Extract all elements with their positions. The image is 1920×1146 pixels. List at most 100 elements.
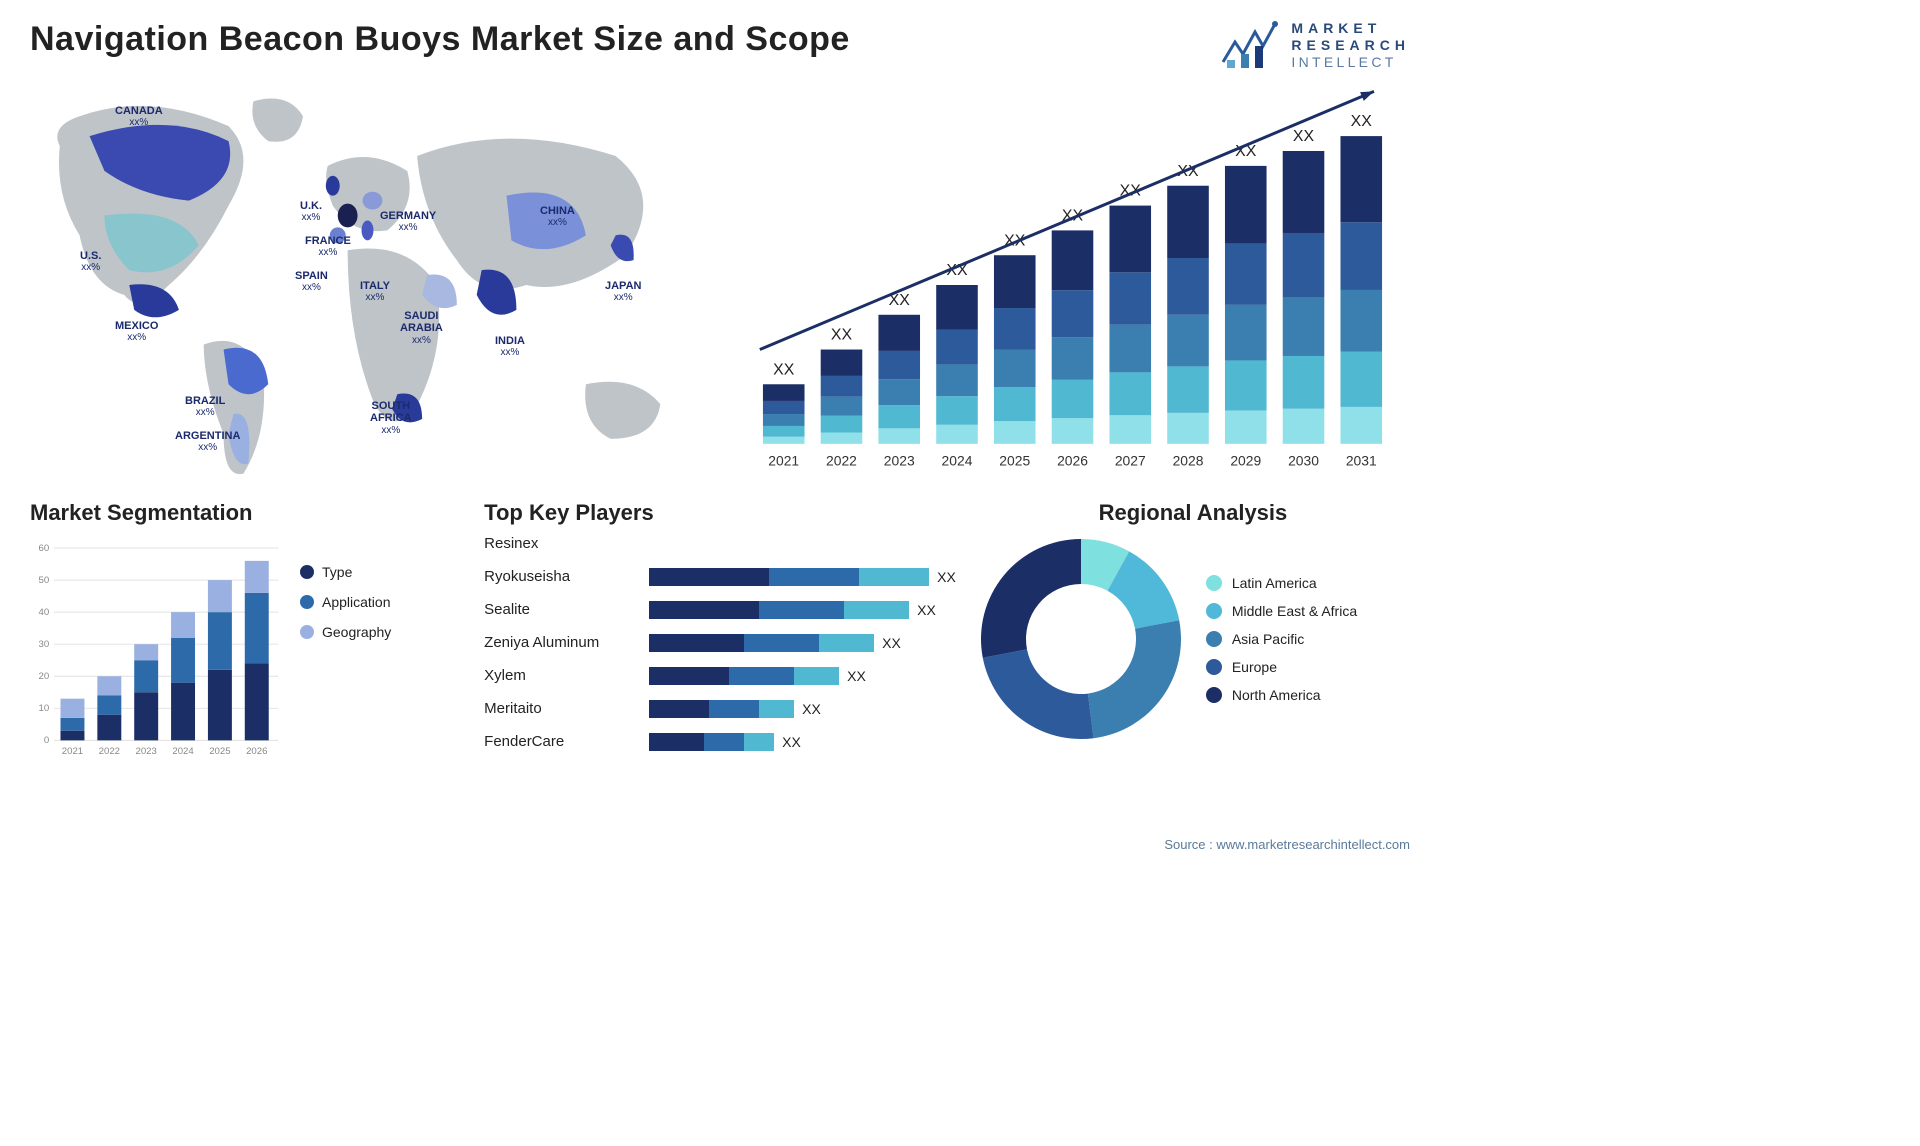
map-label-france: FRANCExx%: [305, 235, 351, 258]
player-label: Zeniya Aluminum: [484, 633, 634, 653]
player-bar: [649, 601, 909, 619]
header: Navigation Beacon Buoys Market Size and …: [30, 20, 1410, 70]
seg-x-tick: 2022: [99, 746, 120, 757]
regional-panel: Regional Analysis Latin America Middle Ea…: [976, 500, 1410, 790]
player-bar: [649, 634, 874, 652]
main-bar-seg: [1283, 298, 1325, 357]
logo-line-2: RESEARCH: [1291, 37, 1410, 54]
player-value-label: XX: [847, 668, 866, 684]
main-bar-seg: [1167, 186, 1209, 258]
legend-dot-icon: [1206, 603, 1222, 619]
main-bar-seg: [878, 315, 920, 351]
main-bar-year-tick: 2027: [1115, 453, 1146, 469]
main-bar-seg: [1167, 413, 1209, 444]
main-bar-seg: [1340, 290, 1382, 352]
segmentation-legend: TypeApplicationGeography: [300, 564, 391, 764]
main-bar-seg: [994, 388, 1036, 422]
legend-dot-icon: [300, 625, 314, 639]
seg-bar-segment: [171, 683, 195, 741]
seg-bar-segment: [245, 561, 269, 593]
main-bar-seg: [1225, 244, 1267, 305]
key-players-bars: XXXXXXXXXXXX: [649, 534, 956, 752]
player-bar-segment: [769, 568, 859, 586]
map-label-japan: JAPANxx%: [605, 280, 641, 303]
legend-dot-icon: [1206, 659, 1222, 675]
player-bar-segment: [729, 667, 794, 685]
legend-label: Latin America: [1232, 575, 1317, 591]
regional-legend: Latin America Middle East & Africa Asia Pa…: [1206, 575, 1357, 703]
player-bar-row: XX: [649, 600, 956, 620]
main-bar-value-label: XX: [773, 362, 795, 379]
logo-line-3: INTELLECT: [1291, 54, 1410, 71]
main-bar-year-tick: 2022: [826, 453, 857, 469]
seg-bar-segment: [60, 731, 84, 741]
map-label-india: INDIAxx%: [495, 335, 525, 358]
main-bar-seg: [1167, 367, 1209, 413]
main-bar-seg: [1283, 233, 1325, 297]
main-bar-value-label: XX: [1351, 114, 1373, 131]
seg-bar-segment: [60, 718, 84, 731]
seg-bar-segment: [97, 696, 121, 715]
regional-legend-item: Latin America: [1206, 575, 1357, 591]
player-bar-segment: [649, 667, 729, 685]
regional-legend-item: North America: [1206, 687, 1357, 703]
player-value-label: XX: [917, 602, 936, 618]
seg-legend-item: Type: [300, 564, 391, 580]
main-bar-seg: [1283, 151, 1325, 233]
top-panels: CANADAxx%U.S.xx%MEXICOxx%BRAZILxx%ARGENT…: [30, 85, 1410, 485]
main-bar-seg: [994, 422, 1036, 445]
map-label-u.s.: U.S.xx%: [80, 250, 101, 273]
seg-bar-segment: [134, 645, 158, 661]
player-bar-segment: [704, 733, 744, 751]
map-label-mexico: MEXICOxx%: [115, 320, 158, 343]
player-bar-segment: [759, 700, 794, 718]
main-growth-chart: XX2021XX2022XX2023XX2024XX2025XX2026XX20…: [735, 85, 1410, 485]
player-bar-segment: [759, 601, 844, 619]
map-label-brazil: BRAZILxx%: [185, 395, 225, 418]
main-bar-seg: [1225, 361, 1267, 411]
legend-label: Geography: [322, 624, 391, 640]
player-bar-segment: [794, 667, 839, 685]
main-bar-year-tick: 2026: [1057, 453, 1088, 469]
map-label-canada: CANADAxx%: [115, 105, 163, 128]
main-bar-seg: [763, 437, 805, 444]
player-value-label: XX: [937, 569, 956, 585]
main-bar-seg: [763, 401, 805, 414]
main-bar-seg: [821, 416, 863, 433]
player-label: FenderCare: [484, 732, 634, 752]
main-bar-seg: [936, 285, 978, 329]
main-bar-year-tick: 2024: [942, 453, 973, 469]
main-bar-seg: [1340, 223, 1382, 291]
player-bar: [649, 568, 929, 586]
segmentation-chart: 0102030405060202120222023202420252026 Ty…: [30, 534, 464, 764]
bottom-panels: Market Segmentation 01020304050602021202…: [30, 500, 1410, 790]
player-label: Ryokuseisha: [484, 567, 634, 587]
player-bar-segment: [649, 733, 704, 751]
main-bar-seg: [994, 256, 1036, 309]
main-bar-seg: [1052, 231, 1094, 291]
regional-legend-item: Asia Pacific: [1206, 631, 1357, 647]
player-bar-segment: [744, 733, 774, 751]
key-players-chart: ResinexRyokuseishaSealiteZeniya Aluminum…: [484, 534, 956, 752]
player-bar: [649, 667, 839, 685]
map-label-u.k.: U.K.xx%: [300, 200, 322, 223]
brand-logo: MARKET RESEARCH INTELLECT: [1221, 20, 1410, 70]
seg-y-tick: 40: [39, 607, 50, 618]
main-bar-seg: [878, 429, 920, 444]
seg-bar-segment: [134, 661, 158, 693]
seg-bar-segment: [208, 613, 232, 671]
regional-legend-item: Europe: [1206, 659, 1357, 675]
main-bar-year-tick: 2023: [884, 453, 915, 469]
main-bar-seg: [1340, 136, 1382, 222]
map-label-italy: ITALYxx%: [360, 280, 390, 303]
player-bar-segment: [649, 700, 709, 718]
player-bar: [649, 700, 794, 718]
seg-bar-segment: [134, 693, 158, 741]
key-players-labels: ResinexRyokuseishaSealiteZeniya Aluminum…: [484, 534, 634, 752]
regional-title: Regional Analysis: [976, 500, 1410, 526]
legend-label: Middle East & Africa: [1232, 603, 1357, 619]
seg-bar-segment: [245, 593, 269, 664]
legend-dot-icon: [300, 595, 314, 609]
seg-y-tick: 0: [44, 736, 49, 747]
main-bar-svg: XX2021XX2022XX2023XX2024XX2025XX2026XX20…: [735, 85, 1410, 485]
